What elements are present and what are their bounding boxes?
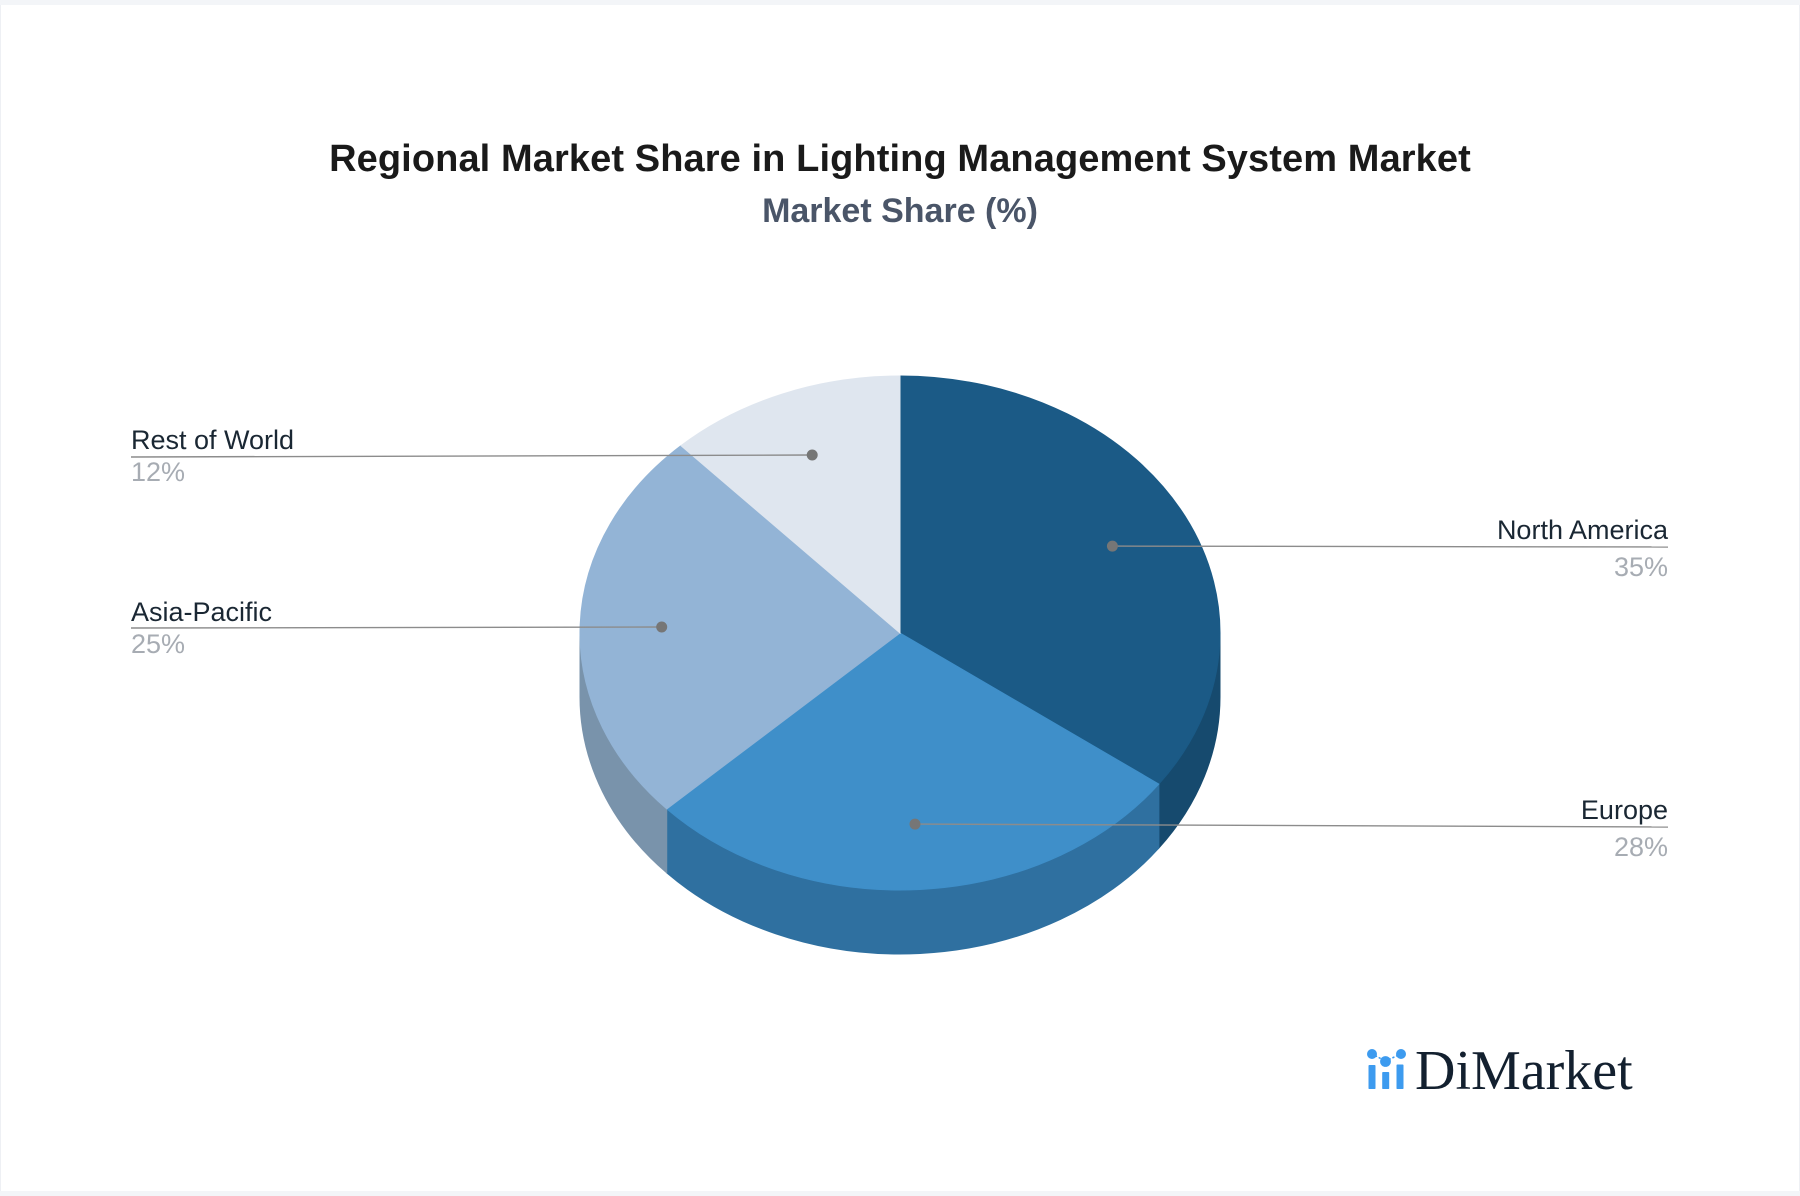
svg-text:DiMarket: DiMarket bbox=[1415, 1040, 1633, 1102]
